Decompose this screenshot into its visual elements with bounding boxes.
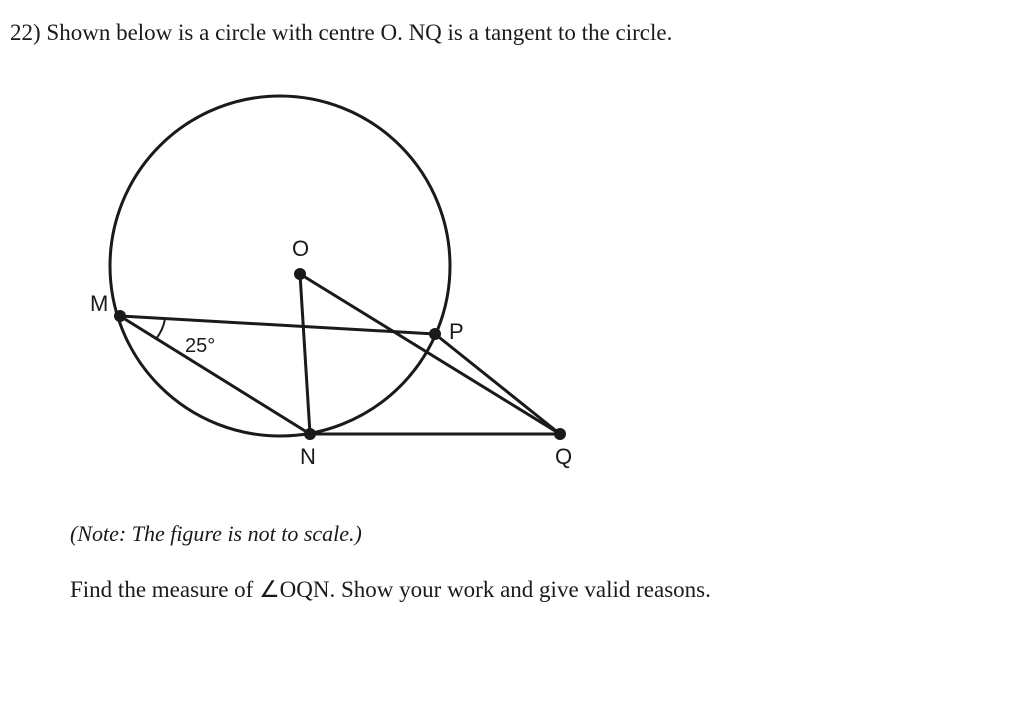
point-O — [294, 268, 306, 280]
angle-label: 25° — [185, 335, 215, 357]
figure-note: (Note: The figure is not to scale.) — [70, 521, 1014, 547]
line-M-P — [120, 316, 435, 334]
point-label-N: N — [300, 444, 316, 469]
point-label-O: O — [292, 236, 309, 261]
circle — [110, 96, 450, 436]
point-label-P: P — [449, 319, 464, 344]
point-label-M: M — [90, 291, 108, 316]
point-label-Q: Q — [555, 444, 572, 469]
line-O-Q — [300, 274, 560, 434]
line-P-Q — [435, 334, 560, 434]
point-N — [304, 428, 316, 440]
angle-arc — [156, 319, 165, 339]
question-number: 22) — [10, 20, 41, 45]
figure-container: 25° O M N P Q — [70, 76, 1014, 511]
line-O-N — [300, 274, 310, 434]
question-statement: Shown below is a circle with centre O. N… — [46, 20, 672, 45]
geometry-figure: 25° O M N P Q — [70, 76, 600, 506]
point-P — [429, 328, 441, 340]
question-instruction: Find the measure of ∠OQN. Show your work… — [70, 577, 1014, 603]
point-Q — [554, 428, 566, 440]
question-text: 22) Shown below is a circle with centre … — [10, 20, 1014, 46]
point-M — [114, 310, 126, 322]
